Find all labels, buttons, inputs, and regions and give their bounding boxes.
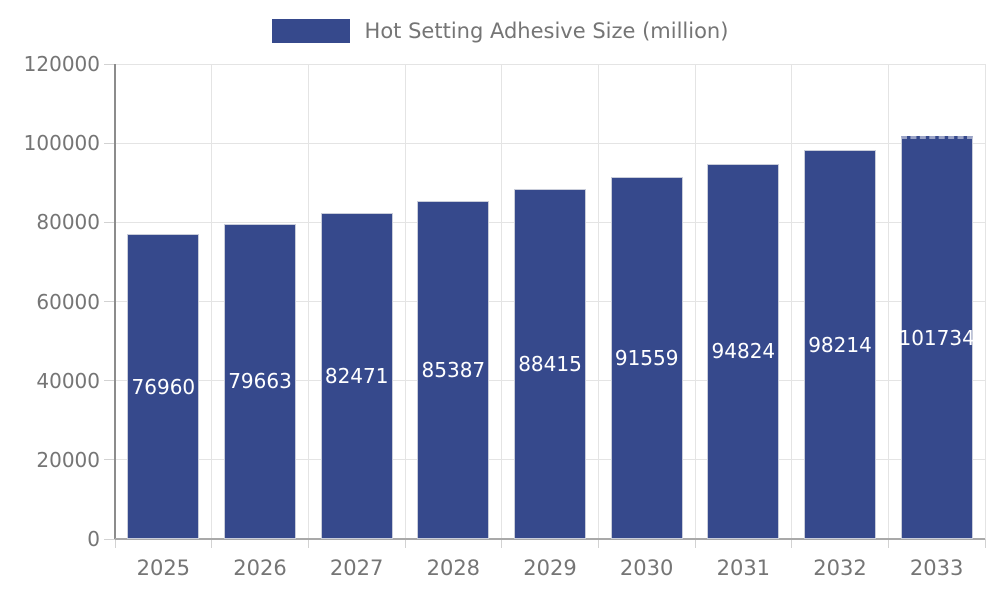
bar-value-label: 88415 — [518, 352, 582, 376]
bar[interactable] — [610, 176, 683, 539]
y-tick-label: 0 — [87, 527, 100, 551]
y-tick — [104, 221, 115, 223]
y-gridline — [115, 63, 985, 65]
y-tick-label: 20000 — [36, 447, 100, 472]
bar[interactable] — [320, 212, 393, 539]
bar[interactable] — [707, 163, 780, 539]
x-tick — [404, 539, 406, 548]
y-tick-label: 100000 — [23, 131, 100, 156]
y-tick-label: 40000 — [36, 368, 100, 393]
x-tick — [791, 539, 793, 548]
bar[interactable] — [514, 189, 586, 539]
x-tick — [694, 539, 696, 548]
bar-value-label: 82471 — [324, 363, 389, 388]
x-tick-label: 2028 — [426, 556, 481, 580]
y-tick — [104, 459, 115, 461]
x-gridline — [887, 64, 889, 539]
legend[interactable]: Hot Setting Adhesive Size (million) — [0, 16, 1000, 46]
y-tick-label: 80000 — [36, 210, 100, 235]
x-gridline — [791, 64, 793, 539]
x-gridline — [211, 64, 213, 539]
x-tick — [501, 539, 503, 548]
x-gridline — [307, 64, 309, 539]
y-tick — [104, 63, 115, 65]
x-gridline — [984, 64, 986, 539]
x-axis-line — [115, 538, 985, 540]
x-tick-label: 2025 — [136, 556, 191, 580]
legend-swatch — [271, 19, 350, 43]
y-tick — [104, 142, 115, 144]
y-tick-label: 120000 — [23, 52, 100, 76]
x-tick-label: 2031 — [716, 556, 771, 580]
x-tick-label: 2026 — [233, 556, 287, 580]
y-axis-line — [114, 64, 116, 539]
x-tick — [307, 539, 309, 548]
bar-value-label: 98214 — [808, 332, 872, 357]
bar-value-label: 79663 — [228, 369, 292, 394]
y-tick — [104, 380, 115, 382]
bar-value-label: 85387 — [421, 358, 486, 382]
x-tick-label: 2029 — [523, 556, 577, 580]
x-tick-label: 2033 — [909, 556, 964, 580]
bar[interactable] — [127, 234, 200, 539]
x-gridline — [501, 64, 503, 539]
y-tick — [104, 301, 115, 302]
bar[interactable] — [900, 136, 973, 539]
x-tick-label: 2027 — [329, 556, 384, 580]
x-tick — [211, 539, 213, 548]
y-tick-label: 60000 — [36, 289, 100, 314]
x-tick-label: 2032 — [813, 556, 867, 580]
bar-value-label: 76960 — [131, 374, 196, 399]
bar-value-label: 101734 — [898, 325, 975, 350]
x-tick — [597, 539, 599, 548]
x-tick-label: 2030 — [619, 556, 674, 580]
bar-value-label: 94824 — [711, 339, 776, 364]
x-tick — [984, 539, 986, 548]
x-tick — [114, 539, 116, 548]
y-tick — [104, 538, 115, 540]
bar-value-label: 91559 — [614, 345, 679, 370]
x-gridline — [597, 64, 599, 539]
x-gridline — [694, 64, 696, 539]
bar[interactable] — [224, 223, 296, 539]
bar[interactable] — [804, 150, 876, 539]
legend-label: Hot Setting Adhesive Size (million) — [364, 19, 729, 43]
x-tick — [887, 539, 889, 548]
y-gridline — [115, 142, 985, 144]
bar[interactable] — [417, 201, 490, 539]
x-gridline — [404, 64, 406, 539]
